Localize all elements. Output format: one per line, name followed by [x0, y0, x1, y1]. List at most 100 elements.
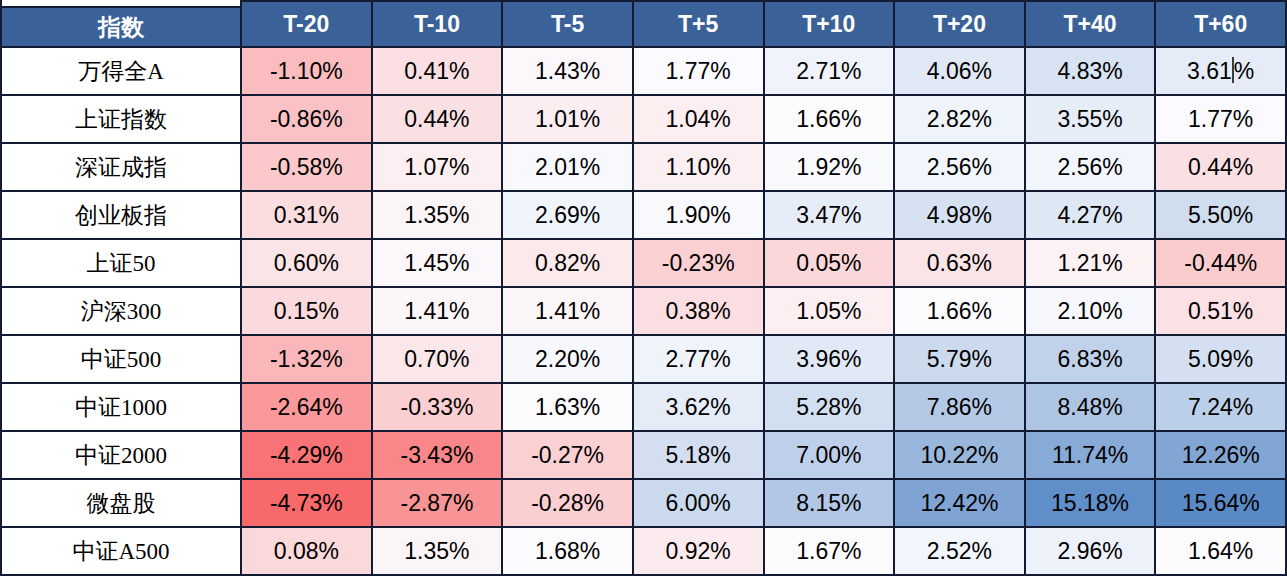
- value-cell[interactable]: -0.27%: [503, 432, 634, 480]
- row-label-cell[interactable]: 中证2000: [2, 432, 242, 480]
- value-cell[interactable]: 3.47%: [765, 192, 896, 240]
- value-cell[interactable]: 1.67%: [765, 528, 896, 576]
- value-cell[interactable]: 4.06%: [895, 48, 1026, 96]
- column-header-cell[interactable]: T+60: [1156, 0, 1287, 48]
- column-header-cell[interactable]: T-5: [503, 0, 634, 48]
- value-cell[interactable]: 2.10%: [1026, 288, 1157, 336]
- value-cell[interactable]: 1.35%: [373, 528, 504, 576]
- value-cell[interactable]: 6.83%: [1026, 336, 1157, 384]
- value-cell[interactable]: 0.82%: [503, 240, 634, 288]
- column-header-cell[interactable]: T+20: [895, 0, 1026, 48]
- value-cell[interactable]: 10.22%: [895, 432, 1026, 480]
- row-label-cell[interactable]: 深证成指: [2, 144, 242, 192]
- value-cell[interactable]: -0.44%: [1156, 240, 1287, 288]
- value-cell[interactable]: 1.01%: [503, 96, 634, 144]
- value-cell[interactable]: -2.64%: [242, 384, 373, 432]
- value-cell[interactable]: 3.61%: [1156, 48, 1287, 96]
- value-cell[interactable]: 0.15%: [242, 288, 373, 336]
- value-cell[interactable]: 2.20%: [503, 336, 634, 384]
- value-cell[interactable]: 1.68%: [503, 528, 634, 576]
- row-label-cell[interactable]: 上证50: [2, 240, 242, 288]
- row-label-cell[interactable]: 中证1000: [2, 384, 242, 432]
- value-cell[interactable]: 0.92%: [634, 528, 765, 576]
- row-label-cell[interactable]: 中证500: [2, 336, 242, 384]
- value-cell[interactable]: 15.18%: [1026, 480, 1157, 528]
- value-cell[interactable]: 0.38%: [634, 288, 765, 336]
- column-header-cell[interactable]: T-10: [373, 0, 504, 48]
- value-cell[interactable]: -3.43%: [373, 432, 504, 480]
- value-cell[interactable]: 2.69%: [503, 192, 634, 240]
- value-cell[interactable]: 1.92%: [765, 144, 896, 192]
- value-cell[interactable]: -0.23%: [634, 240, 765, 288]
- value-cell[interactable]: 1.63%: [503, 384, 634, 432]
- value-cell[interactable]: -0.33%: [373, 384, 504, 432]
- value-cell[interactable]: 1.45%: [373, 240, 504, 288]
- row-label-cell[interactable]: 沪深300: [2, 288, 242, 336]
- value-cell[interactable]: 1.05%: [765, 288, 896, 336]
- row-label-cell[interactable]: 创业板指: [2, 192, 242, 240]
- value-cell[interactable]: 8.15%: [765, 480, 896, 528]
- value-cell[interactable]: 5.50%: [1156, 192, 1287, 240]
- value-cell[interactable]: 5.79%: [895, 336, 1026, 384]
- column-header-cell[interactable]: T+10: [765, 0, 896, 48]
- value-cell[interactable]: 1.41%: [503, 288, 634, 336]
- value-cell[interactable]: 1.66%: [765, 96, 896, 144]
- column-header-cell[interactable]: T+5: [634, 0, 765, 48]
- value-cell[interactable]: -0.86%: [242, 96, 373, 144]
- value-cell[interactable]: 0.60%: [242, 240, 373, 288]
- value-cell[interactable]: 0.70%: [373, 336, 504, 384]
- value-cell[interactable]: 1.04%: [634, 96, 765, 144]
- column-header-cell[interactable]: T+40: [1026, 0, 1157, 48]
- value-cell[interactable]: 2.77%: [634, 336, 765, 384]
- value-cell[interactable]: -0.28%: [503, 480, 634, 528]
- corner-header-cell[interactable]: 指数: [2, 0, 242, 48]
- value-cell[interactable]: 2.82%: [895, 96, 1026, 144]
- value-cell[interactable]: 0.44%: [373, 96, 504, 144]
- value-cell[interactable]: 4.98%: [895, 192, 1026, 240]
- value-cell[interactable]: 1.21%: [1026, 240, 1157, 288]
- row-label-cell[interactable]: 中证A500: [2, 528, 242, 576]
- value-cell[interactable]: 7.00%: [765, 432, 896, 480]
- row-label-cell[interactable]: 微盘股: [2, 480, 242, 528]
- value-cell[interactable]: -1.10%: [242, 48, 373, 96]
- value-cell[interactable]: 3.96%: [765, 336, 896, 384]
- value-cell[interactable]: 11.74%: [1026, 432, 1157, 480]
- value-cell[interactable]: 2.56%: [895, 144, 1026, 192]
- value-cell[interactable]: 5.28%: [765, 384, 896, 432]
- value-cell[interactable]: 12.26%: [1156, 432, 1287, 480]
- value-cell[interactable]: 2.71%: [765, 48, 896, 96]
- row-label-cell[interactable]: 上证指数: [2, 96, 242, 144]
- value-cell[interactable]: 3.62%: [634, 384, 765, 432]
- value-cell[interactable]: 8.48%: [1026, 384, 1157, 432]
- value-cell[interactable]: 7.24%: [1156, 384, 1287, 432]
- value-cell[interactable]: 0.08%: [242, 528, 373, 576]
- value-cell[interactable]: 7.86%: [895, 384, 1026, 432]
- value-cell[interactable]: 0.51%: [1156, 288, 1287, 336]
- value-cell[interactable]: 1.10%: [634, 144, 765, 192]
- value-cell[interactable]: -1.32%: [242, 336, 373, 384]
- row-label-cell[interactable]: 万得全A: [2, 48, 242, 96]
- value-cell[interactable]: -2.87%: [373, 480, 504, 528]
- value-cell[interactable]: 5.09%: [1156, 336, 1287, 384]
- value-cell[interactable]: 0.63%: [895, 240, 1026, 288]
- value-cell[interactable]: 0.31%: [242, 192, 373, 240]
- value-cell[interactable]: 5.18%: [634, 432, 765, 480]
- value-cell[interactable]: 1.77%: [1156, 96, 1287, 144]
- value-cell[interactable]: -4.29%: [242, 432, 373, 480]
- column-header-cell[interactable]: T-20: [242, 0, 373, 48]
- value-cell[interactable]: 4.83%: [1026, 48, 1157, 96]
- value-cell[interactable]: 4.27%: [1026, 192, 1157, 240]
- value-cell[interactable]: 1.35%: [373, 192, 504, 240]
- value-cell[interactable]: 2.52%: [895, 528, 1026, 576]
- value-cell[interactable]: 0.41%: [373, 48, 504, 96]
- value-cell[interactable]: 3.55%: [1026, 96, 1157, 144]
- value-cell[interactable]: -4.73%: [242, 480, 373, 528]
- value-cell[interactable]: 1.43%: [503, 48, 634, 96]
- value-cell[interactable]: -0.58%: [242, 144, 373, 192]
- value-cell[interactable]: 6.00%: [634, 480, 765, 528]
- value-cell[interactable]: 2.96%: [1026, 528, 1157, 576]
- value-cell[interactable]: 0.05%: [765, 240, 896, 288]
- value-cell[interactable]: 12.42%: [895, 480, 1026, 528]
- value-cell[interactable]: 1.77%: [634, 48, 765, 96]
- value-cell[interactable]: 0.44%: [1156, 144, 1287, 192]
